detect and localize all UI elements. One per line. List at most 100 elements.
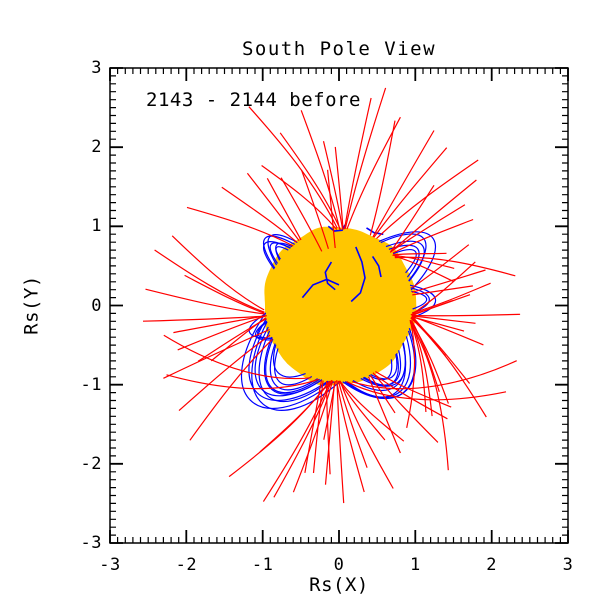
open-field-line — [411, 313, 521, 317]
open-field-line — [248, 106, 338, 229]
open-field-line — [327, 169, 336, 249]
open-field-line — [376, 159, 479, 240]
open-field-line — [409, 319, 427, 413]
open-field-line — [393, 252, 447, 256]
y-tick-label: 1 — [91, 216, 102, 237]
minor-ticks — [110, 68, 568, 543]
open-field-line — [142, 315, 265, 322]
on-disk-field-arc — [366, 227, 384, 236]
open-field-line — [389, 179, 477, 253]
closed-field-line — [258, 330, 330, 402]
open-field-line — [166, 374, 319, 390]
open-field-line — [325, 380, 331, 475]
open-field-line — [412, 261, 476, 315]
open-field-line — [372, 130, 435, 238]
open-field-lines — [142, 87, 521, 504]
x-tick-label: -2 — [175, 555, 198, 575]
y-tick-label: 0 — [91, 295, 102, 316]
open-field-line — [369, 120, 396, 236]
open-field-line — [340, 381, 405, 442]
y-tick-label: -1 — [80, 374, 102, 395]
open-field-line — [390, 184, 435, 253]
open-field-line — [394, 255, 454, 282]
open-field-line — [411, 269, 486, 293]
open-field-line — [373, 147, 448, 238]
open-field-line — [262, 380, 331, 502]
closed-field-line — [275, 246, 289, 260]
closed-field-line — [411, 290, 428, 310]
open-field-line — [324, 381, 336, 485]
open-field-line — [292, 380, 334, 493]
y-tick-label: 3 — [91, 58, 102, 78]
open-field-line — [412, 282, 491, 314]
open-field-line — [394, 256, 516, 277]
open-field-line — [163, 334, 311, 380]
x-tick-label: 1 — [409, 555, 421, 575]
closed-field-line — [248, 318, 329, 401]
closed-field-line — [269, 343, 318, 391]
open-field-line — [280, 177, 323, 252]
open-field-line — [300, 110, 341, 230]
open-field-line — [335, 380, 365, 493]
open-field-line — [339, 380, 394, 489]
open-field-line — [411, 316, 446, 357]
closed-field-line — [263, 241, 291, 270]
closed-field-line — [409, 284, 437, 319]
open-field-line — [337, 380, 368, 468]
y-tick-label: 2 — [91, 137, 102, 158]
open-field-line — [186, 206, 294, 247]
open-field-line — [411, 244, 470, 289]
on-disk-field-arc — [327, 224, 346, 232]
open-field-line — [177, 315, 267, 351]
open-field-line — [372, 372, 439, 443]
closed-field-line — [240, 312, 335, 409]
open-field-line — [261, 165, 338, 230]
on-disk-field-arc — [371, 255, 382, 278]
x-tick-label: -1 — [251, 555, 274, 575]
open-field-line — [406, 321, 416, 429]
closed-field-line — [267, 234, 298, 266]
open-field-line — [390, 204, 466, 253]
open-field-line — [367, 376, 401, 454]
closed-field-line — [392, 249, 417, 274]
open-field-line — [412, 316, 442, 350]
open-field-line — [410, 294, 471, 316]
open-field-line — [334, 146, 344, 229]
open-field-line — [304, 380, 323, 474]
plot-annotation: 2143 - 2144 before — [146, 89, 361, 111]
open-field-line — [246, 172, 300, 242]
closed-field-line — [363, 353, 399, 386]
open-field-line — [344, 87, 387, 229]
open-field-line — [154, 249, 265, 313]
open-field-line — [163, 328, 270, 379]
open-field-line — [338, 380, 386, 441]
open-field-line — [312, 380, 324, 474]
open-field-line — [173, 315, 267, 334]
open-field-line — [184, 274, 265, 314]
open-field-line — [409, 321, 449, 471]
y-tick-label: -3 — [80, 533, 102, 553]
open-field-line — [374, 373, 448, 420]
open-field-line — [300, 169, 329, 249]
open-field-line — [171, 235, 265, 311]
open-field-line — [409, 319, 433, 417]
on-disk-field-arc — [301, 278, 340, 299]
closed-field-line — [263, 235, 295, 269]
axes — [109, 67, 569, 544]
open-field-line — [412, 285, 473, 296]
on-disk-field-arc — [350, 246, 366, 303]
open-field-line — [336, 380, 345, 504]
major-ticks — [109, 67, 569, 544]
closed-field-line — [274, 348, 313, 386]
open-field-line — [410, 319, 440, 392]
x-tick-label: 2 — [486, 555, 498, 575]
open-field-line — [178, 334, 271, 412]
x-axis-label: Rs(X) — [309, 574, 369, 596]
open-field-line — [279, 132, 342, 231]
open-field-line — [266, 178, 302, 241]
closed-field-line — [378, 231, 437, 291]
open-field-line — [259, 380, 331, 453]
x-tick-label: -3 — [99, 555, 121, 575]
